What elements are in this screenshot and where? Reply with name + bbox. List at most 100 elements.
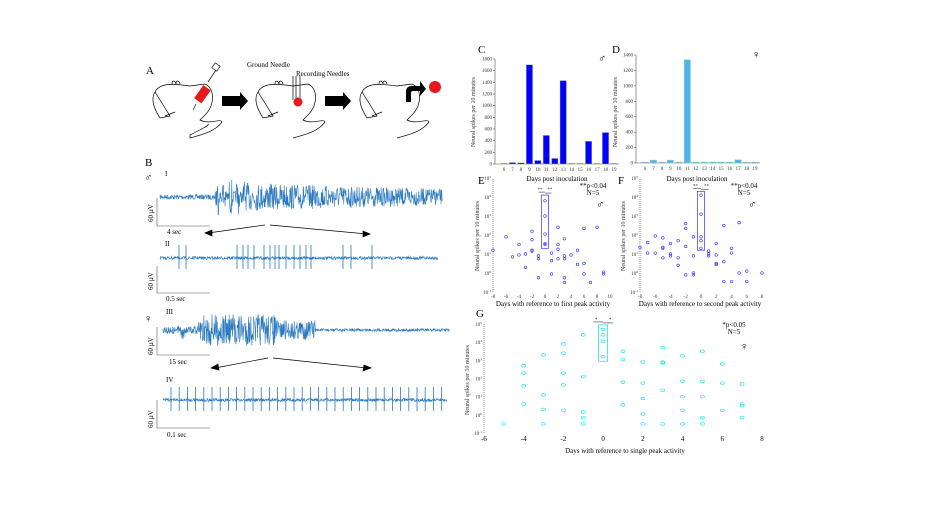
data-point xyxy=(561,371,566,375)
x-tick-label: 7 xyxy=(652,167,655,172)
y-tick-label: 104 xyxy=(484,194,491,201)
panel-label-g: G xyxy=(476,308,484,320)
zoom-arrows xyxy=(204,224,372,372)
data-point xyxy=(530,249,534,253)
bar xyxy=(751,161,759,164)
data-point xyxy=(719,408,725,412)
data-point xyxy=(640,381,646,385)
data-point xyxy=(521,402,527,406)
x-tick-label: 16 xyxy=(727,167,733,172)
trace-i xyxy=(159,179,443,216)
data-point xyxy=(543,214,547,218)
data-point xyxy=(600,339,606,343)
eeg-traces xyxy=(159,179,450,411)
x-tick-label: 10 xyxy=(676,167,682,172)
y-axis-label: Neural spikes per 10 minutes xyxy=(621,200,627,271)
exponent: 0 xyxy=(480,412,482,416)
data-point xyxy=(561,408,566,412)
data-point xyxy=(700,422,705,426)
x-tick-label: 2 xyxy=(641,435,645,443)
peak-highlight-box xyxy=(697,190,705,251)
mouse-recording-illustration xyxy=(255,76,326,139)
significance-marker: ** xyxy=(547,188,553,193)
y-tick-label: 100 xyxy=(631,270,638,277)
data-point xyxy=(549,259,554,263)
scale-time-ii: 0.5 sec xyxy=(166,295,185,303)
data-point xyxy=(638,245,642,249)
x-axis-label: Days post inoculation xyxy=(526,175,588,183)
data-point xyxy=(691,273,695,277)
chart-g: G ♀ Days with reference to single peak act… xyxy=(465,308,764,455)
y-tick-label: 105 xyxy=(475,321,482,328)
data-point xyxy=(707,249,711,253)
data-point xyxy=(700,349,705,353)
data-point xyxy=(676,256,680,260)
data-point xyxy=(504,235,508,239)
data-point xyxy=(556,247,560,251)
x-tick-label: 8 xyxy=(661,167,664,172)
y-tick-label: 400 xyxy=(485,139,493,144)
data-point xyxy=(700,395,705,399)
data-point xyxy=(536,276,541,280)
data-point xyxy=(640,412,646,416)
data-point xyxy=(729,251,734,255)
data-point xyxy=(722,223,726,228)
x-tick-label: 0 xyxy=(544,295,547,300)
panel-label-f: F xyxy=(618,175,624,187)
trace-label-i: I xyxy=(165,170,168,178)
y-tick-label: 1600 xyxy=(482,69,493,74)
exponent: -1 xyxy=(479,430,482,434)
x-tick-label: 17 xyxy=(736,167,742,172)
x-tick-label: -2 xyxy=(561,435,567,443)
sex-symbol: ♂ xyxy=(748,199,756,211)
y-axis-label: Neural spikes per 10 minutes xyxy=(613,76,619,147)
bar xyxy=(734,159,742,164)
y-tick-label: 600 xyxy=(626,115,634,120)
bar xyxy=(525,64,533,165)
data-point xyxy=(582,226,586,230)
x-tick-label: 17 xyxy=(595,168,601,173)
x-tick-label: 6 xyxy=(644,167,647,172)
data-point xyxy=(580,410,586,414)
x-tick-label: -8 xyxy=(638,295,643,300)
y-tick-label: 1200 xyxy=(482,93,493,98)
data-point xyxy=(517,242,521,247)
x-tick-label: -4 xyxy=(668,295,673,300)
x-tick-label: 7 xyxy=(511,168,514,173)
y-tick-label: 100 xyxy=(484,270,491,277)
data-point xyxy=(600,355,606,359)
data-point xyxy=(536,257,541,261)
data-point xyxy=(707,254,711,258)
trace-label-iii: III xyxy=(166,308,174,316)
data-point xyxy=(699,193,703,197)
panel-label-d: D xyxy=(612,44,620,56)
x-tick-label: 19 xyxy=(612,168,618,173)
exponent: -1 xyxy=(635,289,638,293)
sex-symbol: ♂ xyxy=(596,199,604,211)
chart-f: F ♂ Days with reference to second peak act… xyxy=(618,175,764,308)
data-point xyxy=(760,271,764,275)
x-tick-label: 13 xyxy=(702,167,708,172)
bar xyxy=(542,135,550,165)
exponent: 3 xyxy=(636,213,638,217)
x-tick-label: 10 xyxy=(608,295,614,300)
data-point xyxy=(582,261,586,266)
y-tick-label: 800 xyxy=(485,116,493,121)
data-point xyxy=(661,256,665,260)
data-point xyxy=(739,382,745,386)
data-point xyxy=(714,261,718,266)
bar xyxy=(559,80,567,165)
trace-iv xyxy=(162,397,448,403)
bar xyxy=(700,161,708,164)
data-point xyxy=(737,271,741,275)
panel-label-c: C xyxy=(478,44,485,56)
exponent: 5 xyxy=(480,321,482,325)
exponent: 4 xyxy=(480,339,482,343)
x-axis-label: Days with reference to second peak activ… xyxy=(639,300,762,308)
y-axis-label: Neural spikes per 10 minutes xyxy=(471,76,477,147)
x-tick-label: 6 xyxy=(721,435,725,443)
data-point xyxy=(745,269,749,273)
data-point xyxy=(620,357,626,362)
data-point xyxy=(575,262,580,267)
